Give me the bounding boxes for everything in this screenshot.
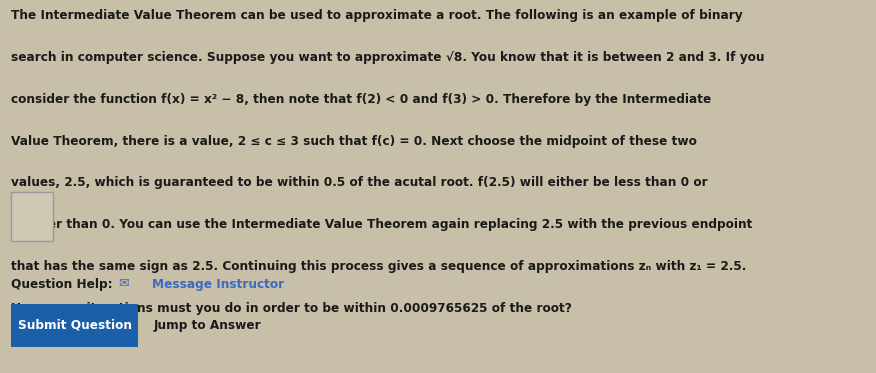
- Text: How many iterations must you do in order to be within 0.0009765625 of the root?: How many iterations must you do in order…: [11, 302, 572, 315]
- Text: values, 2.5, which is guaranteed to be within 0.5 of the acutal root. f(2.5) wil: values, 2.5, which is guaranteed to be w…: [11, 176, 708, 189]
- Text: Question Help:: Question Help:: [11, 278, 113, 291]
- Text: consider the function f(x) = x² − 8, then note that f(2) < 0 and f(3) > 0. There: consider the function f(x) = x² − 8, the…: [11, 93, 711, 106]
- Text: that has the same sign as 2.5. Continuing this process gives a sequence of appro: that has the same sign as 2.5. Continuin…: [11, 260, 746, 273]
- Text: Submit Question: Submit Question: [18, 319, 132, 332]
- Text: greater than 0. You can use the Intermediate Value Theorem again replacing 2.5 w: greater than 0. You can use the Intermed…: [11, 218, 752, 231]
- Text: Jump to Answer: Jump to Answer: [154, 319, 262, 332]
- FancyBboxPatch shape: [11, 192, 53, 241]
- Text: The Intermediate Value Theorem can be used to approximate a root. The following : The Intermediate Value Theorem can be us…: [11, 9, 743, 22]
- Text: Value Theorem, there is a value, 2 ≤ c ≤ 3 such that f(c) = 0. Next choose the m: Value Theorem, there is a value, 2 ≤ c ≤…: [11, 135, 697, 148]
- Text: Message Instructor: Message Instructor: [152, 278, 284, 291]
- Text: ✉: ✉: [118, 276, 129, 289]
- Text: search in computer science. Suppose you want to approximate √8. You know that it: search in computer science. Suppose you …: [11, 51, 765, 64]
- FancyBboxPatch shape: [11, 304, 138, 347]
